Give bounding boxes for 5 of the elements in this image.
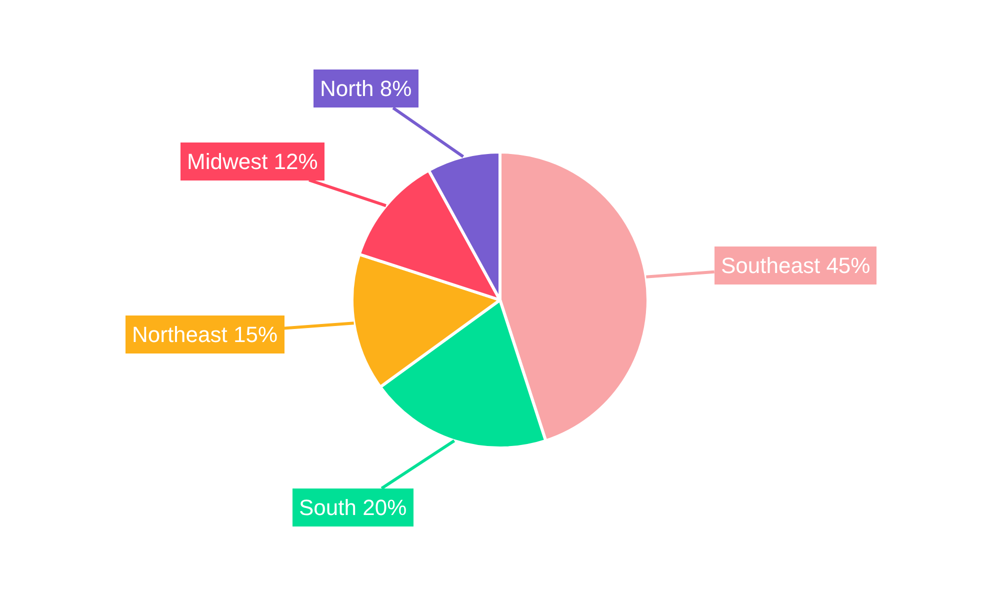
slice-label: North 8% xyxy=(320,76,412,101)
slice-label: Northeast 15% xyxy=(132,322,278,347)
slice-label: Southeast 45% xyxy=(721,253,870,278)
slice-label: Midwest 12% xyxy=(187,149,318,174)
slice-label: South 20% xyxy=(299,495,407,520)
